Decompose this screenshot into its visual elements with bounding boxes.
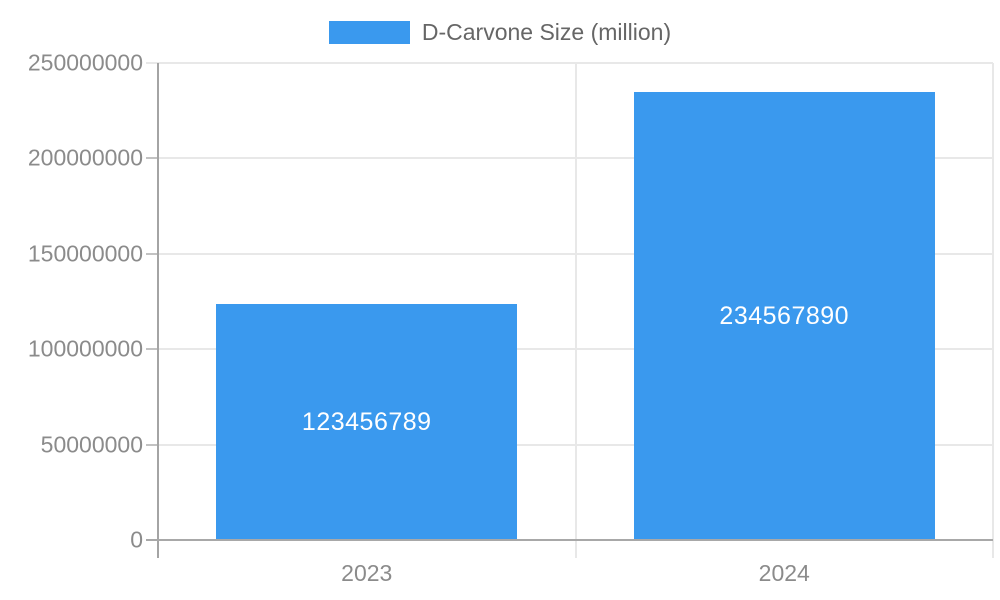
y-tick-label: 50000000	[40, 431, 143, 458]
y-axis-tick	[146, 348, 158, 351]
x-tick-label: 2024	[758, 560, 810, 586]
bar-value-label: 234567890	[719, 301, 850, 330]
legend-color-swatch	[328, 20, 410, 44]
bar-2024[interactable]: 234567890	[633, 92, 935, 540]
y-axis-tick	[146, 443, 158, 446]
y-tick-label: 250000000	[27, 49, 143, 76]
x-tick-label: 2023	[341, 560, 393, 586]
gridline-vertical	[574, 63, 577, 558]
bar-value-label: 123456789	[301, 407, 432, 436]
y-tick-label: 200000000	[27, 144, 143, 171]
y-tick-label: 0	[130, 526, 143, 553]
gridline-horizontal	[146, 62, 993, 64]
y-tick-label: 150000000	[27, 240, 143, 267]
y-axis-line	[157, 63, 159, 558]
plot-area: 123456789 234567890	[146, 62, 994, 558]
y-axis-tick	[146, 252, 158, 255]
legend-item[interactable]: D-Carvone Size (million)	[0, 19, 1000, 45]
y-axis: 250000000 200000000 150000000 100000000 …	[0, 50, 143, 553]
y-axis-tick	[146, 157, 158, 160]
x-axis-line	[146, 539, 993, 541]
bar-2023[interactable]: 123456789	[216, 304, 518, 540]
legend-label: D-Carvone Size (million)	[421, 19, 672, 45]
gridline-vertical	[992, 63, 994, 558]
y-tick-label: 100000000	[27, 335, 143, 362]
